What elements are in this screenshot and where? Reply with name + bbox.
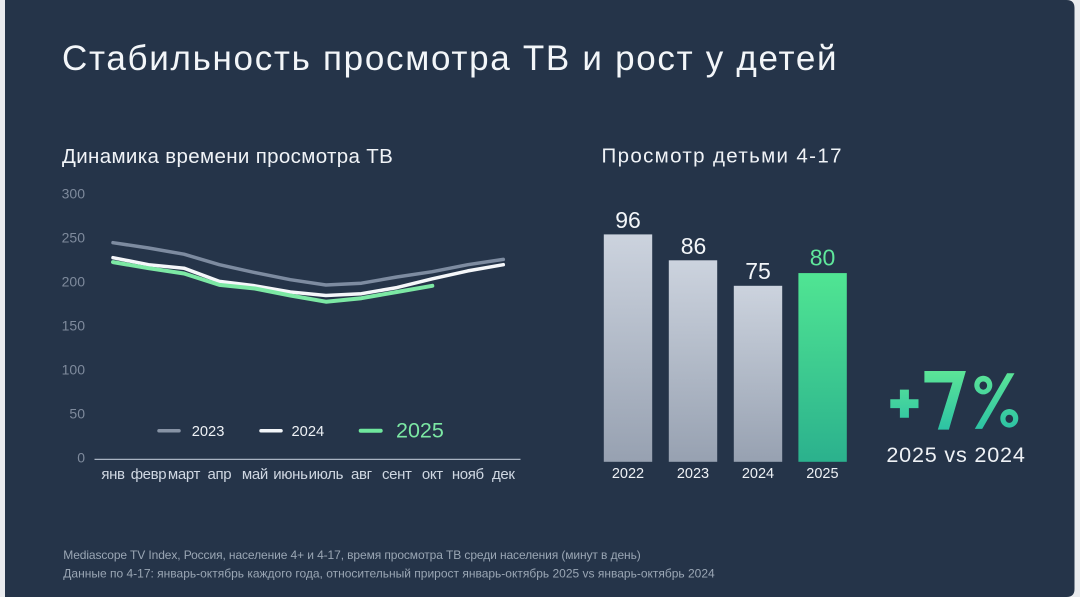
svg-text:Mediascope TV Index, Россия, н: Mediascope TV Index, Россия, население 4… xyxy=(63,548,640,562)
svg-text:86: 86 xyxy=(681,233,707,259)
svg-text:окт: окт xyxy=(422,466,443,483)
svg-text:сент: сент xyxy=(382,466,412,483)
svg-text:96: 96 xyxy=(615,207,641,233)
svg-text:авг: авг xyxy=(351,466,373,483)
svg-text:200: 200 xyxy=(62,273,86,289)
svg-text:50: 50 xyxy=(69,406,85,422)
svg-text:250: 250 xyxy=(62,229,86,245)
svg-text:апр: апр xyxy=(208,466,232,483)
svg-text:100: 100 xyxy=(62,362,86,378)
svg-text:2025 vs 2024: 2025 vs 2024 xyxy=(886,442,1025,467)
svg-text:2023: 2023 xyxy=(192,424,225,440)
svg-text:февр: февр xyxy=(131,466,167,483)
svg-text:2024: 2024 xyxy=(742,466,774,482)
svg-text:300: 300 xyxy=(62,185,86,201)
svg-text:Просмотр детьми 4-17: Просмотр детьми 4-17 xyxy=(602,145,843,168)
svg-text:май: май xyxy=(242,466,268,483)
svg-text:0: 0 xyxy=(77,450,85,466)
svg-text:2024: 2024 xyxy=(292,424,325,440)
svg-text:нояб: нояб xyxy=(452,466,484,483)
svg-text:Динамика времени просмотра ТВ: Динамика времени просмотра ТВ xyxy=(62,145,393,168)
svg-text:Данные по 4-17: январь-октябрь: Данные по 4-17: январь-октябрь каждого г… xyxy=(63,567,715,581)
svg-text:80: 80 xyxy=(810,245,836,271)
svg-text:Стабильность просмотра ТВ и ро: Стабильность просмотра ТВ и рост у детей xyxy=(62,39,838,78)
svg-text:2022: 2022 xyxy=(612,466,644,482)
svg-text:2025: 2025 xyxy=(806,466,838,482)
svg-text:янв: янв xyxy=(101,466,125,483)
svg-text:июнь: июнь xyxy=(273,466,308,483)
svg-text:2025: 2025 xyxy=(396,419,444,443)
svg-text:дек: дек xyxy=(492,466,515,483)
svg-text:июль: июль xyxy=(309,466,344,483)
svg-text:март: март xyxy=(168,466,201,483)
svg-text:2023: 2023 xyxy=(677,466,709,482)
svg-text:75: 75 xyxy=(745,258,771,284)
svg-text:150: 150 xyxy=(62,318,86,334)
